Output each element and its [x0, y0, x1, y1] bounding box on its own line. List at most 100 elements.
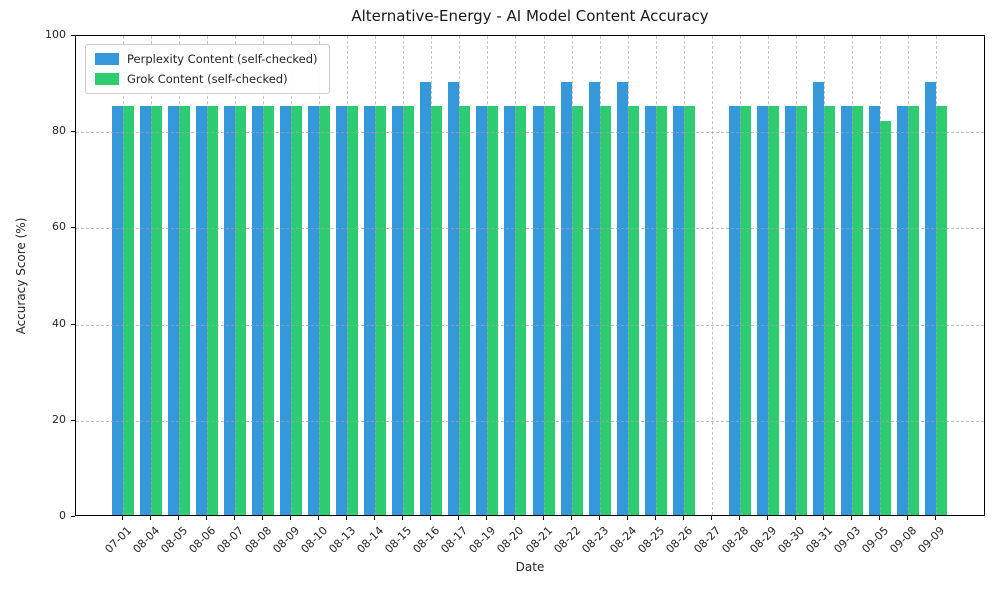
- bar-series2: [263, 106, 275, 515]
- x-tick-mark: [458, 516, 460, 520]
- vertical-gridline: [543, 36, 545, 515]
- x-tick-mark: [430, 516, 432, 520]
- vertical-gridline: [263, 36, 265, 515]
- vertical-gridline: [936, 36, 937, 515]
- bar-series1: [196, 106, 208, 515]
- bar-series2: [487, 106, 499, 515]
- bar-series2: [599, 106, 611, 515]
- bar-series1: [168, 106, 180, 515]
- x-tick-mark: [570, 516, 572, 520]
- bar-series1: [840, 106, 852, 515]
- y-tick-mark: [71, 227, 75, 229]
- legend-label: Perplexity Content (self-checked): [127, 52, 318, 66]
- bar-series1: [336, 106, 348, 515]
- bar-series1: [756, 106, 768, 515]
- bar-series2: [936, 106, 947, 515]
- vertical-gridline: [795, 36, 797, 515]
- y-tick-mark: [71, 323, 75, 325]
- x-tick-mark: [850, 516, 852, 520]
- bar-series2: [319, 106, 331, 515]
- plot-area: [75, 35, 985, 516]
- vertical-gridline: [627, 36, 629, 515]
- chart-title: Alternative-Energy - AI Model Content Ac…: [351, 7, 709, 25]
- y-tick-mark: [71, 419, 75, 421]
- vertical-gridline: [823, 36, 825, 515]
- bar-series2: [879, 120, 891, 515]
- vertical-gridline: [683, 36, 685, 515]
- vertical-gridline: [879, 36, 881, 515]
- x-tick-mark: [710, 516, 712, 520]
- bar-series2: [627, 106, 639, 515]
- x-tick-mark: [178, 516, 180, 520]
- x-tick-mark: [150, 516, 152, 520]
- bar-series2: [851, 106, 863, 515]
- horizontal-gridline: [76, 324, 984, 326]
- bar-series1: [532, 106, 544, 515]
- bar-series2: [151, 106, 163, 515]
- bar-series1: [224, 106, 236, 515]
- bar-series2: [179, 106, 191, 515]
- vertical-gridline: [291, 36, 293, 515]
- legend-item: Perplexity Content (self-checked): [95, 52, 318, 66]
- bar-series2: [683, 106, 695, 515]
- y-tick-label: 20: [52, 412, 66, 426]
- y-tick-mark: [71, 516, 75, 517]
- horizontal-gridline: [76, 228, 984, 230]
- legend-item: Grok Content (self-checked): [95, 72, 318, 86]
- x-tick-mark: [766, 516, 768, 520]
- x-tick-mark: [234, 516, 236, 520]
- bar-series2: [655, 106, 667, 515]
- bar-series2: [291, 106, 303, 515]
- vertical-gridline: [487, 36, 489, 515]
- bar-series1: [868, 106, 880, 515]
- x-tick-mark: [822, 516, 824, 520]
- bar-series1: [280, 106, 292, 515]
- bar-series2: [459, 106, 471, 515]
- bar-series1: [252, 106, 264, 515]
- x-tick-mark: [906, 516, 908, 520]
- bar-series2: [739, 106, 751, 515]
- bar-series1: [672, 106, 684, 515]
- x-axis-label: Date: [515, 560, 545, 574]
- x-tick-mark: [290, 516, 292, 520]
- x-tick-mark: [122, 516, 123, 520]
- vertical-gridline: [179, 36, 181, 515]
- x-tick-mark: [738, 516, 740, 520]
- y-tick-mark: [71, 35, 75, 36]
- vertical-gridline: [403, 36, 405, 515]
- x-tick-mark: [878, 516, 880, 520]
- bar-series2: [515, 106, 527, 515]
- bar-series1: [896, 106, 908, 515]
- vertical-gridline: [599, 36, 601, 515]
- vertical-gridline: [515, 36, 517, 515]
- vertical-gridline: [207, 36, 209, 515]
- y-tick-label: 80: [52, 124, 66, 138]
- bar-series2: [347, 106, 359, 515]
- bar-series2: [235, 106, 247, 515]
- horizontal-gridline: [76, 132, 984, 134]
- x-tick-mark: [935, 516, 936, 520]
- bar-series2: [431, 106, 443, 515]
- x-tick-mark: [794, 516, 796, 520]
- x-tick-mark: [318, 516, 320, 520]
- vertical-gridline: [123, 36, 124, 515]
- x-tick-mark: [514, 516, 516, 520]
- vertical-gridline: [319, 36, 321, 515]
- vertical-gridline: [151, 36, 153, 515]
- bar-series2: [123, 106, 134, 515]
- vertical-gridline: [739, 36, 741, 515]
- bar-series1: [616, 82, 628, 515]
- x-tick-mark: [402, 516, 404, 520]
- bar-series1: [476, 106, 488, 515]
- bar-series2: [907, 106, 919, 515]
- vertical-gridline: [851, 36, 853, 515]
- x-tick-mark: [626, 516, 628, 520]
- vertical-gridline: [655, 36, 657, 515]
- bar-series1: [448, 82, 460, 515]
- legend-swatch: [95, 73, 119, 85]
- vertical-gridline: [347, 36, 349, 515]
- vertical-gridline: [907, 36, 909, 515]
- vertical-gridline: [375, 36, 377, 515]
- y-tick-label: 60: [52, 220, 66, 234]
